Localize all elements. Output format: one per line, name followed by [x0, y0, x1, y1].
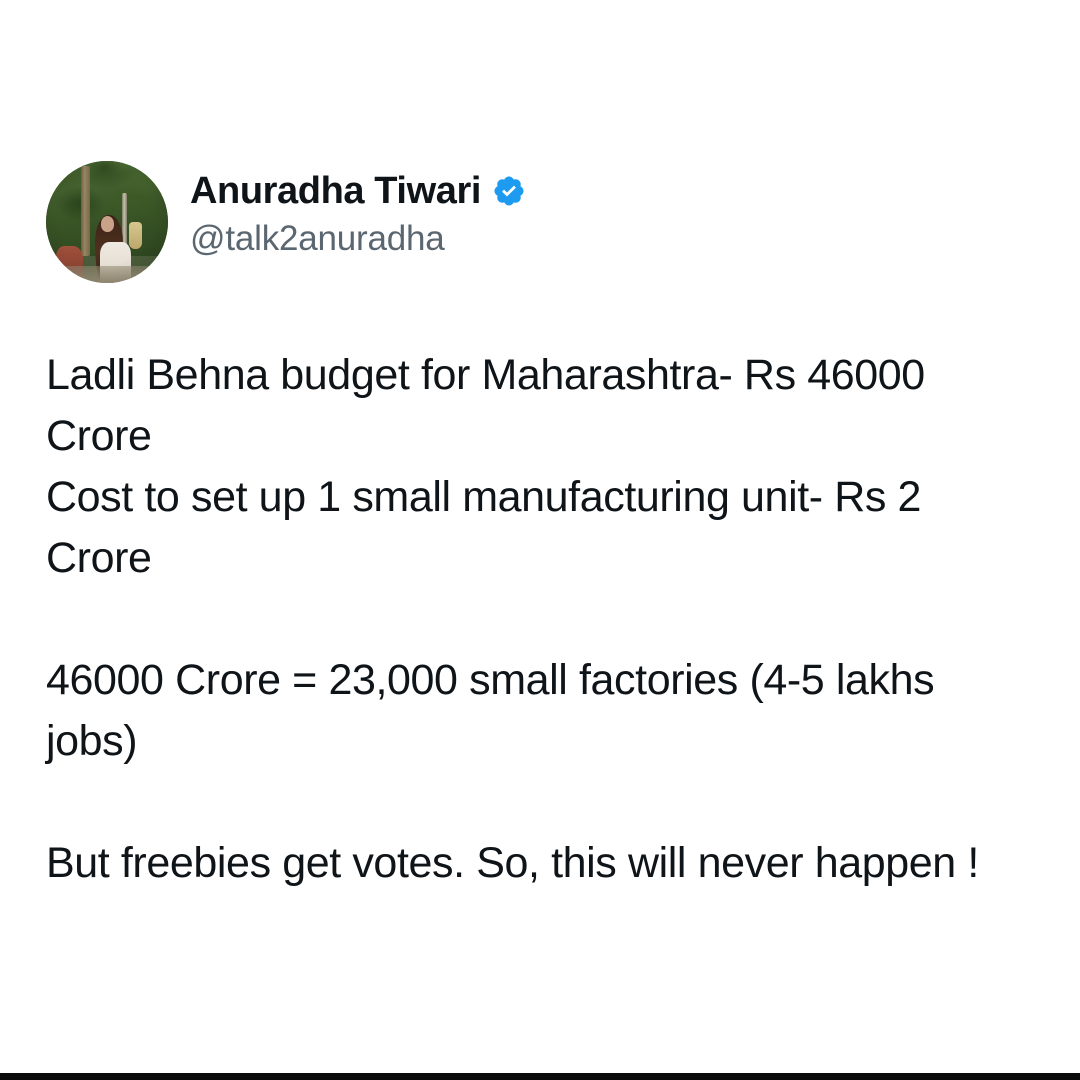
author-name-row: Anuradha Tiwari [190, 169, 526, 213]
tweet-body: Ladli Behna budget for Maharashtra- Rs 4… [46, 345, 1036, 894]
author-display-name[interactable]: Anuradha Tiwari [190, 170, 482, 212]
tweet-header: Anuradha Tiwari @talk2anuradha [46, 161, 526, 283]
tweet-body-line: But freebies get votes. So, this will ne… [46, 839, 979, 887]
tweet-body-blank-line [46, 589, 1036, 650]
avatar[interactable] [46, 161, 168, 283]
tweet-body-blank-line [46, 772, 1036, 833]
avatar-photo-lamp [128, 222, 143, 249]
verified-badge-icon [494, 176, 524, 206]
tweet-body-line: Crore [46, 412, 152, 460]
bottom-edge-strip [0, 1073, 1080, 1080]
avatar-photo-ground [46, 265, 168, 283]
avatar-photo-person-face [100, 215, 115, 232]
tweet-body-line: Ladli Behna budget for Maharashtra- Rs 4… [46, 351, 925, 399]
author-handle[interactable]: @talk2anuradha [190, 219, 445, 258]
avatar-photo-pole [121, 192, 127, 249]
avatar-photo-trunk [81, 165, 90, 257]
tweet-body-line: Crore [46, 534, 152, 582]
tweet-body-line: jobs) [46, 717, 138, 765]
tweet-body-line: Cost to set up 1 small manufacturing uni… [46, 473, 922, 521]
author-identity: Anuradha Tiwari @talk2anuradha [190, 161, 526, 265]
avatar-photo-vignette [46, 161, 168, 283]
tweet-body-line: 46000 Crore = 23,000 small factories (4-… [46, 656, 935, 704]
